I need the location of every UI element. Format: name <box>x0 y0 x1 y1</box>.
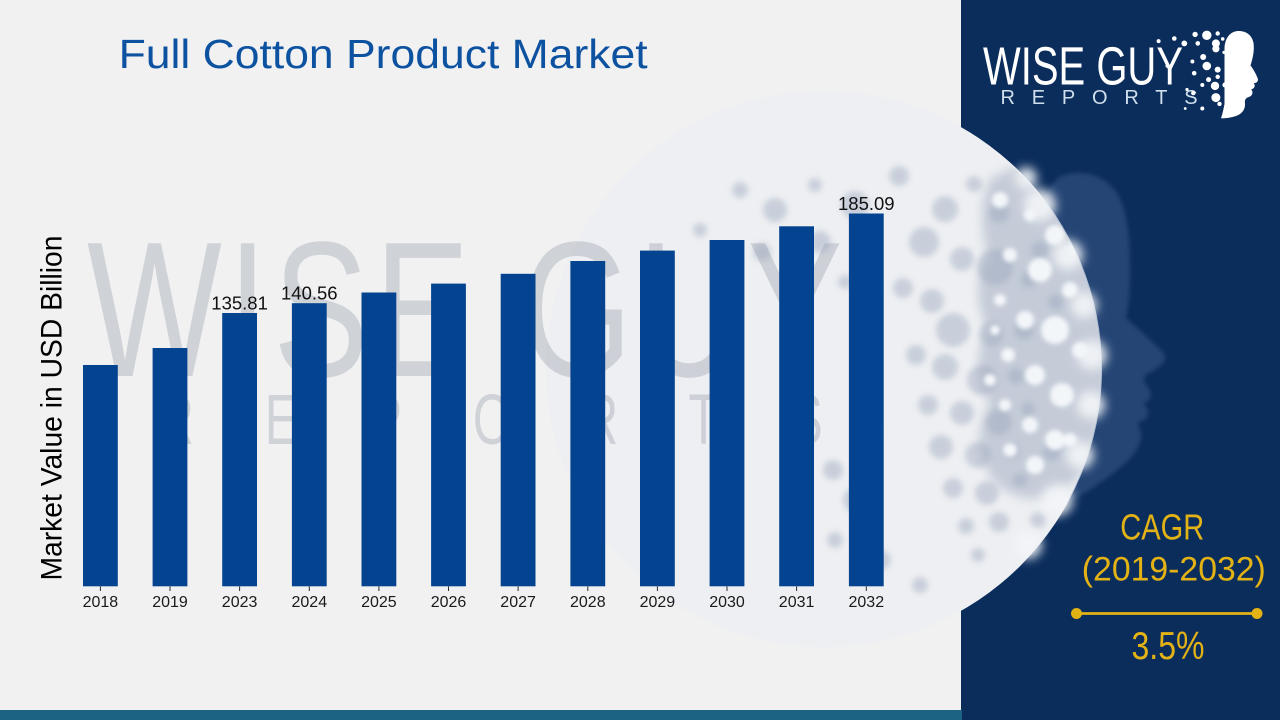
svg-text:140.56: 140.56 <box>281 283 338 304</box>
svg-text:(2019-2032): (2019-2032) <box>1082 550 1266 588</box>
svg-text:Market Value in USD Billion: Market Value in USD Billion <box>36 236 69 581</box>
svg-text:2029: 2029 <box>640 594 676 611</box>
svg-text:2025: 2025 <box>361 594 397 611</box>
svg-text:2030: 2030 <box>709 594 745 611</box>
svg-text:Full Cotton Product Market: Full Cotton Product Market <box>119 31 649 77</box>
svg-text:CAGR: CAGR <box>1120 506 1204 547</box>
svg-text:REPORTS: REPORTS <box>1001 87 1215 109</box>
svg-text:2024: 2024 <box>292 594 328 611</box>
svg-text:2031: 2031 <box>779 594 815 611</box>
svg-text:2026: 2026 <box>431 594 467 611</box>
svg-text:WISE GUY: WISE GUY <box>983 37 1183 97</box>
svg-text:2032: 2032 <box>849 594 885 611</box>
svg-text:3.5%: 3.5% <box>1132 625 1205 668</box>
svg-text:2027: 2027 <box>500 594 536 611</box>
svg-text:2023: 2023 <box>222 594 258 611</box>
svg-text:2018: 2018 <box>83 594 119 611</box>
svg-text:185.09: 185.09 <box>838 193 895 214</box>
svg-text:2028: 2028 <box>570 594 606 611</box>
svg-text:135.81: 135.81 <box>211 292 268 313</box>
svg-text:2019: 2019 <box>152 594 188 611</box>
